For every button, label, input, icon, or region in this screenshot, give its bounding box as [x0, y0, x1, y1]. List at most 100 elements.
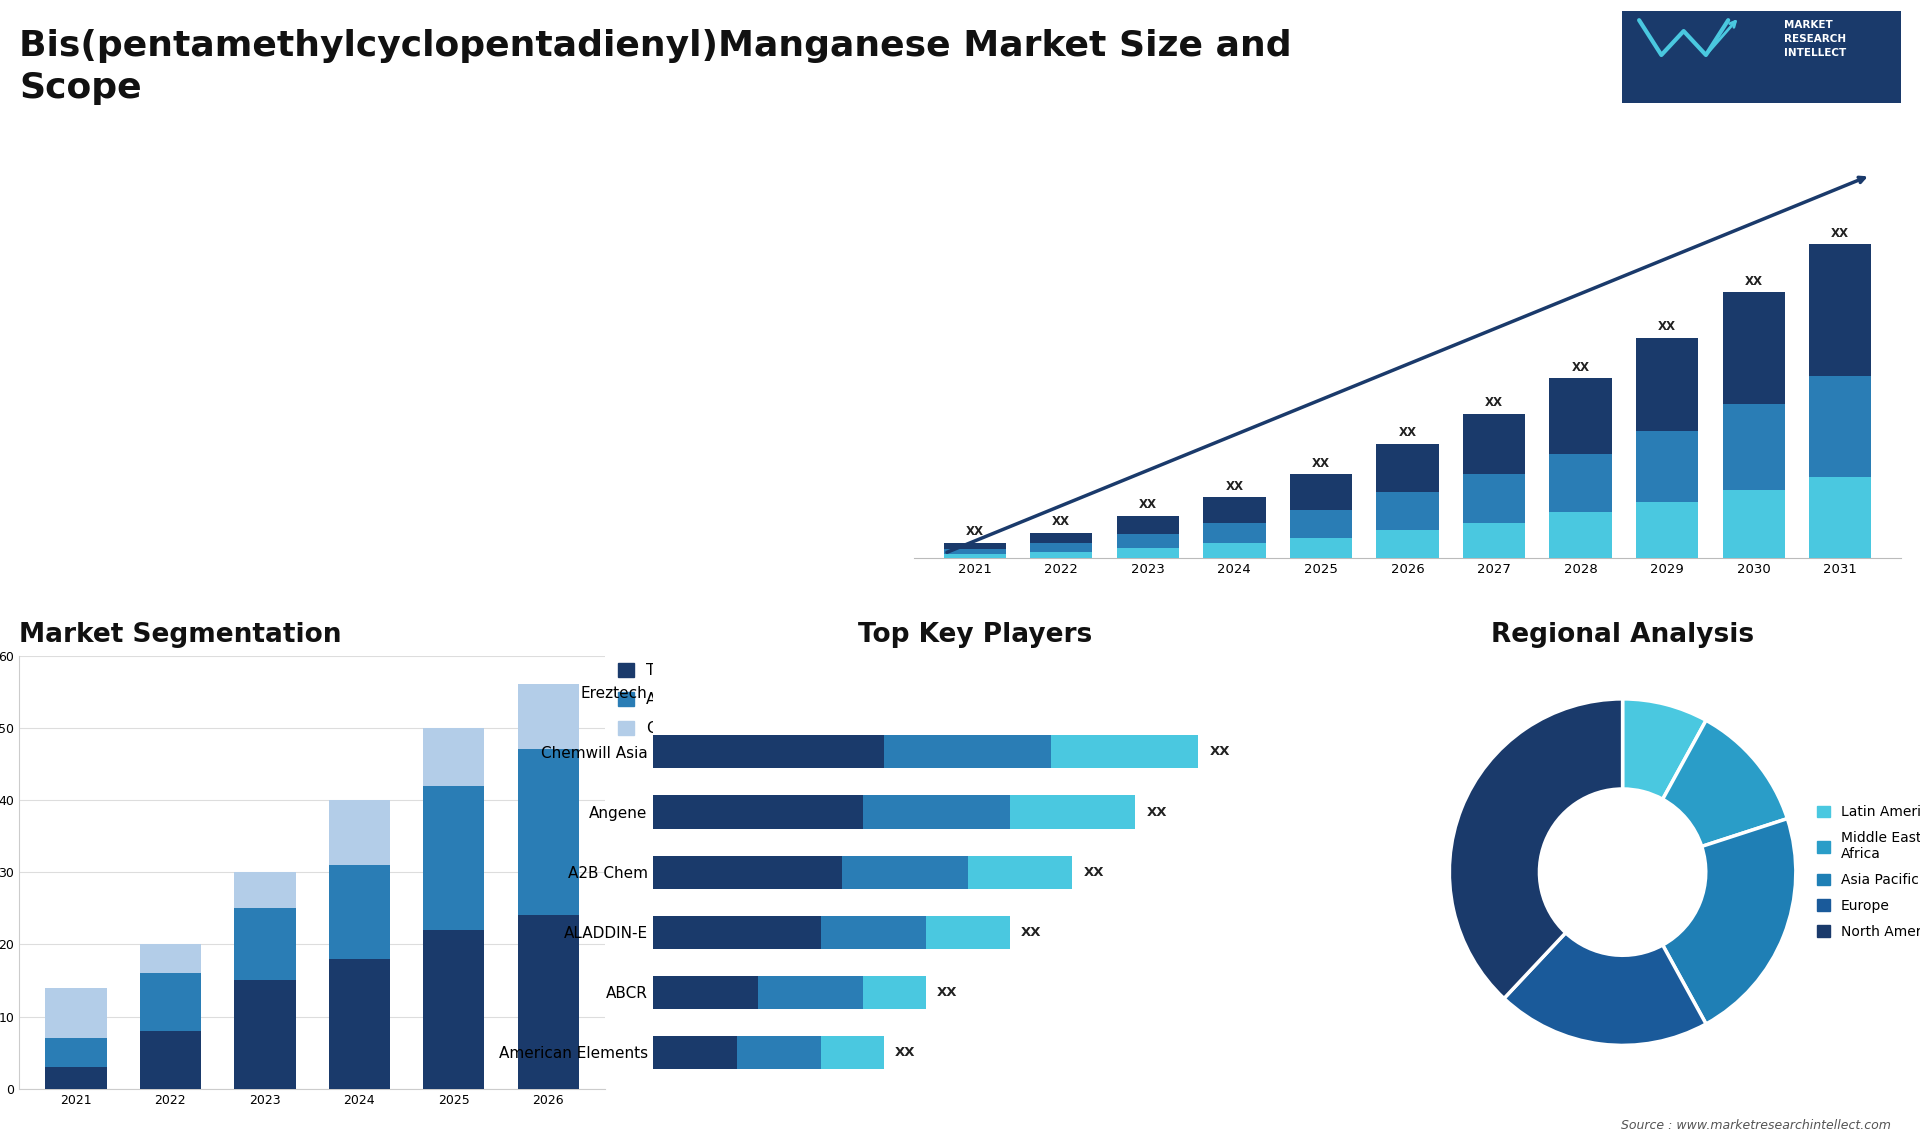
Bar: [518, 916, 580, 1089]
Bar: [1290, 474, 1352, 510]
Bar: [841, 856, 968, 888]
Text: XX: XX: [895, 1046, 916, 1059]
Bar: [820, 1036, 883, 1069]
Bar: [1809, 477, 1872, 558]
Bar: [328, 959, 390, 1089]
Bar: [653, 1036, 737, 1069]
Bar: [1463, 414, 1524, 474]
Bar: [1290, 537, 1352, 558]
Text: Source : www.marketresearchintellect.com: Source : www.marketresearchintellect.com: [1620, 1120, 1891, 1132]
Bar: [140, 973, 202, 1031]
Bar: [1204, 523, 1265, 543]
Bar: [1052, 736, 1198, 769]
Bar: [140, 944, 202, 973]
Bar: [1117, 516, 1179, 534]
Bar: [862, 795, 1010, 829]
Bar: [653, 856, 841, 888]
Bar: [1636, 338, 1699, 431]
Wedge shape: [1663, 721, 1788, 847]
Text: XX: XX: [1020, 926, 1041, 939]
Bar: [234, 872, 296, 909]
Bar: [968, 856, 1073, 888]
Text: XX: XX: [1139, 499, 1156, 511]
Text: XX: XX: [1052, 515, 1069, 528]
Text: XX: XX: [1146, 806, 1167, 818]
Text: XX: XX: [1659, 320, 1676, 333]
Bar: [422, 785, 484, 929]
Bar: [1377, 445, 1438, 492]
Bar: [1809, 376, 1872, 477]
Bar: [943, 549, 1006, 555]
Bar: [422, 728, 484, 785]
Bar: [820, 916, 925, 949]
Text: XX: XX: [1398, 426, 1417, 439]
Bar: [1722, 489, 1786, 558]
Bar: [328, 865, 390, 959]
Text: MARKET
RESEARCH
INTELLECT: MARKET RESEARCH INTELLECT: [1784, 19, 1847, 57]
Text: XX: XX: [1745, 275, 1763, 288]
Bar: [1117, 548, 1179, 558]
Text: XX: XX: [1311, 457, 1331, 470]
Bar: [1029, 533, 1092, 543]
Bar: [422, 929, 484, 1089]
Bar: [1549, 512, 1611, 558]
Bar: [758, 976, 862, 1008]
Text: Market Segmentation: Market Segmentation: [19, 621, 342, 647]
Bar: [925, 916, 1010, 949]
Text: XX: XX: [937, 986, 956, 999]
Bar: [234, 909, 296, 981]
Bar: [1290, 510, 1352, 537]
Bar: [1204, 497, 1265, 523]
Bar: [1636, 431, 1699, 502]
Text: XX: XX: [1484, 397, 1503, 409]
Bar: [1029, 543, 1092, 551]
Bar: [1722, 403, 1786, 489]
FancyBboxPatch shape: [1622, 11, 1901, 120]
Bar: [1463, 474, 1524, 523]
Bar: [1722, 292, 1786, 403]
Text: XX: XX: [1832, 227, 1849, 240]
Wedge shape: [1622, 699, 1707, 799]
Bar: [1549, 378, 1611, 454]
Wedge shape: [1663, 818, 1795, 1025]
Text: XX: XX: [966, 525, 983, 537]
Bar: [943, 543, 1006, 549]
Bar: [46, 1038, 108, 1067]
Wedge shape: [1503, 933, 1707, 1045]
Bar: [234, 981, 296, 1089]
Bar: [518, 684, 580, 749]
Bar: [46, 988, 108, 1038]
Text: XX: XX: [1225, 479, 1244, 493]
Legend: Type, Application, Geography: Type, Application, Geography: [618, 664, 732, 736]
Title: Top Key Players: Top Key Players: [858, 621, 1092, 647]
Bar: [1377, 492, 1438, 531]
Bar: [1549, 454, 1611, 512]
Bar: [1117, 534, 1179, 548]
Bar: [1377, 531, 1438, 558]
Bar: [943, 555, 1006, 558]
Bar: [1809, 244, 1872, 376]
Title: Regional Analysis: Regional Analysis: [1492, 621, 1755, 647]
Bar: [883, 736, 1052, 769]
Legend: Latin America, Middle East &
Africa, Asia Pacific, Europe, North America: Latin America, Middle East & Africa, Asi…: [1811, 800, 1920, 944]
Bar: [1029, 551, 1092, 558]
Text: Bis(pentamethylcyclopentadienyl)Manganese Market Size and
Scope: Bis(pentamethylcyclopentadienyl)Manganes…: [19, 29, 1292, 104]
Bar: [862, 976, 925, 1008]
Bar: [46, 1067, 108, 1089]
Text: XX: XX: [1083, 865, 1104, 879]
Bar: [653, 795, 862, 829]
Bar: [140, 1031, 202, 1089]
Bar: [518, 749, 580, 916]
Bar: [737, 1036, 820, 1069]
Bar: [653, 916, 820, 949]
Bar: [328, 800, 390, 865]
Bar: [1204, 543, 1265, 558]
Bar: [653, 976, 758, 1008]
Text: XX: XX: [1210, 745, 1231, 759]
Bar: [1636, 502, 1699, 558]
Bar: [1010, 795, 1135, 829]
Bar: [1463, 523, 1524, 558]
Text: XX: XX: [1572, 361, 1590, 374]
Wedge shape: [1450, 699, 1622, 998]
Bar: [653, 736, 883, 769]
